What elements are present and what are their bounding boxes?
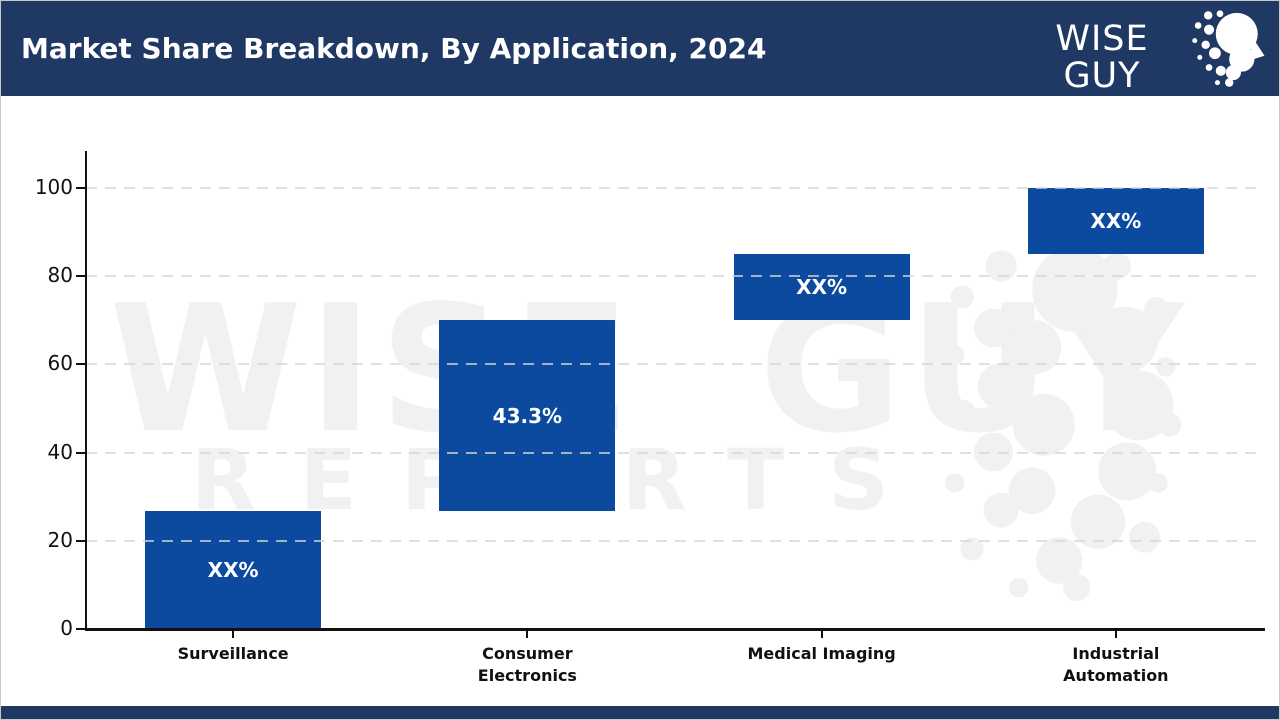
plot-area: 0 20 40 60 80 100 XX% Surveillance 43.3% Consumer… xyxy=(1,96,1279,708)
x-axis-tick-mark xyxy=(232,631,235,638)
x-axis-category-label-industrial-automation: Industrial Automation xyxy=(1063,644,1169,685)
logo-subtitle: REPORTS xyxy=(1047,96,1166,111)
y-axis-tick-label: 0 xyxy=(60,616,73,640)
x-axis-line xyxy=(85,628,1265,631)
y-axis-tick-label: 20 xyxy=(47,527,73,552)
x-axis-tick-mark xyxy=(820,631,823,638)
logo-text: WISE GUY REPORTS xyxy=(1011,21,1193,111)
dotted-head-icon xyxy=(1192,10,1265,87)
y-axis-tick-label: 60 xyxy=(47,351,73,376)
x-axis-category-label-medical-imaging: Medical Imaging xyxy=(747,644,896,663)
gridline-20 xyxy=(86,539,1263,542)
bar-surveillance: XX% xyxy=(145,511,322,629)
x-axis-tick-mark xyxy=(1114,631,1117,638)
footer-band xyxy=(1,706,1279,719)
gridline-60 xyxy=(86,363,1263,366)
x-axis-category-label-surveillance: Surveillance xyxy=(177,644,289,663)
y-axis-tick-mark xyxy=(76,187,85,189)
gridline-100 xyxy=(86,187,1263,189)
chart-title: Market Share Breakdown, By Application, … xyxy=(21,32,767,65)
bar-value-label-consumer-electronics: 43.3% xyxy=(492,403,563,428)
y-axis-line xyxy=(85,151,87,631)
bar-value-label-industrial-automation: XX% xyxy=(1090,209,1142,234)
logo-wordmark: WISE GUY xyxy=(1055,19,1149,96)
y-axis-tick-mark xyxy=(76,275,85,278)
y-axis-tick-mark xyxy=(76,451,85,454)
bar-industrial-automation: XX% xyxy=(1027,188,1204,255)
wise-guy-reports-logo: WISE GUY REPORTS xyxy=(1011,5,1271,111)
y-axis-tick-label: 80 xyxy=(47,263,73,288)
bar-value-label-medical-imaging: XX% xyxy=(796,275,848,300)
bar-consumer-electronics: 43.3% xyxy=(439,320,616,512)
bar-medical-imaging: XX% xyxy=(733,254,910,321)
y-axis-tick-mark xyxy=(76,628,85,630)
gridline-40 xyxy=(86,451,1263,454)
x-axis-category-label-consumer-electronics: Consumer Electronics xyxy=(477,644,577,685)
y-axis-tick-label: 100 xyxy=(34,175,73,199)
y-axis-tick-mark xyxy=(76,363,85,366)
header-band: Market Share Breakdown, By Application, … xyxy=(1,1,1279,111)
gridline-80 xyxy=(86,275,1263,278)
y-axis-tick-label: 40 xyxy=(47,439,73,464)
x-axis-tick-mark xyxy=(526,631,529,638)
bar-value-label-surveillance: XX% xyxy=(207,558,259,583)
watermark-dotted-head xyxy=(944,246,1182,602)
y-axis-tick-mark xyxy=(76,539,85,542)
